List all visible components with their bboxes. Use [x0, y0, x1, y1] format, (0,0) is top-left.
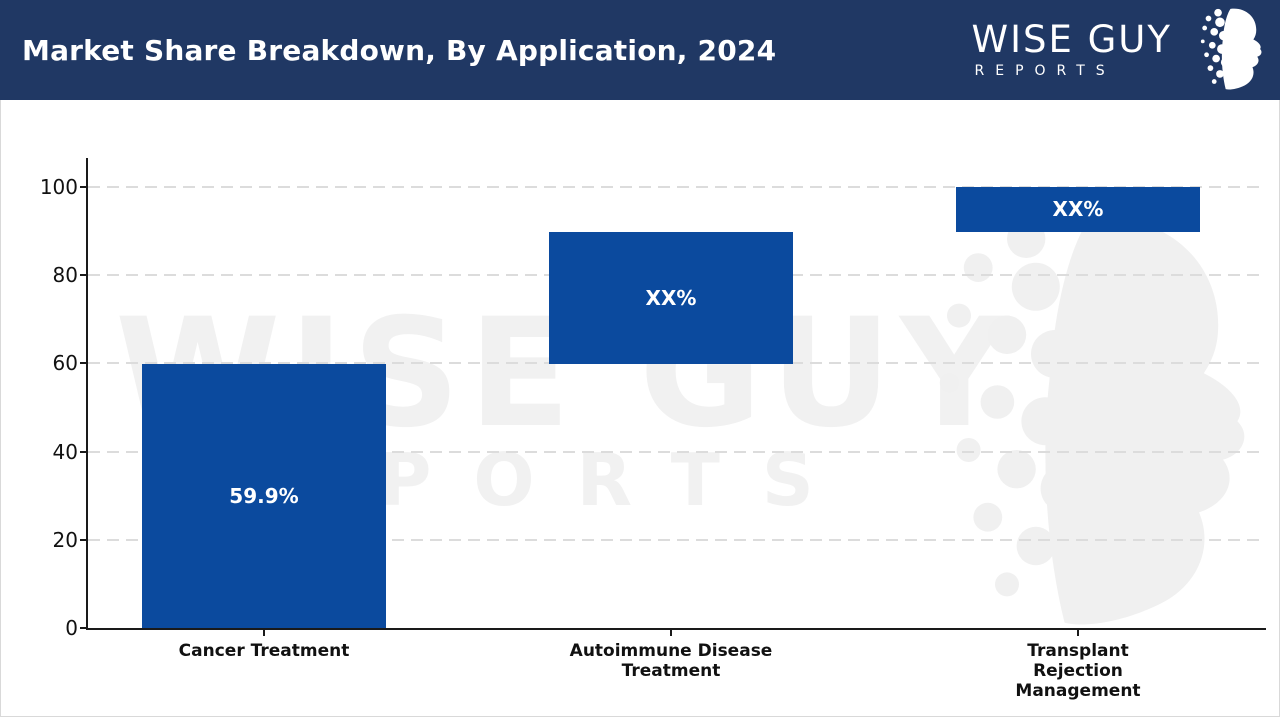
wiseguy-logo: WISE GUY REPORTS: [972, 6, 1262, 94]
bar-value-label-cancer-treatment: 59.9%: [229, 483, 299, 508]
y-tick-label-20: 20: [52, 527, 78, 552]
x-tick-label-transplant-rejection-management: Transplant Rejection Management: [1015, 641, 1141, 701]
logo-text: WISE GUY REPORTS: [972, 21, 1172, 79]
header: Market Share Breakdown, By Application, …: [0, 0, 1280, 100]
y-tick-mark-0: [80, 627, 88, 629]
y-tick-label-0: 0: [65, 616, 78, 640]
y-axis-line: [86, 158, 88, 630]
y-tick-label-100: 100: [39, 175, 78, 199]
bar-value-label-autoimmune-disease-treatment: XX%: [645, 285, 697, 310]
logo-head-icon: [1200, 8, 1262, 90]
x-tick-mark-autoimmune-disease-treatment: [670, 630, 672, 636]
logo-subtext: REPORTS: [974, 63, 1116, 79]
bar-cancer-treatment: 59.9%: [142, 363, 386, 628]
gridline-40: [88, 450, 1266, 453]
y-tick-mark-40: [80, 450, 88, 453]
x-tick-label-cancer-treatment: Cancer Treatment: [178, 641, 350, 661]
gridline-20: [88, 538, 1266, 541]
bar-value-label-transplant-rejection-management: XX%: [1052, 197, 1104, 222]
gridline-100: [88, 186, 1266, 188]
y-tick-label-80: 80: [52, 263, 78, 288]
y-tick-mark-100: [80, 186, 88, 188]
y-tick-mark-60: [80, 362, 88, 365]
y-tick-label-40: 40: [52, 439, 78, 464]
y-tick-label-60: 60: [52, 351, 78, 376]
x-tick-mark-transplant-rejection-management: [1077, 630, 1079, 636]
y-tick-mark-80: [80, 274, 88, 277]
x-axis-line: [86, 628, 1266, 630]
x-tick-mark-cancer-treatment: [263, 630, 265, 636]
chart-title: Market Share Breakdown, By Application, …: [22, 33, 777, 67]
bar-autoimmune-disease-treatment: XX%: [549, 231, 793, 364]
y-tick-mark-20: [80, 538, 88, 541]
logo-wordmark: WISE GUY: [971, 18, 1172, 61]
bar-transplant-rejection-management: XX%: [956, 187, 1200, 232]
x-tick-label-autoimmune-disease-treatment: Autoimmune Disease Treatment: [569, 641, 773, 681]
